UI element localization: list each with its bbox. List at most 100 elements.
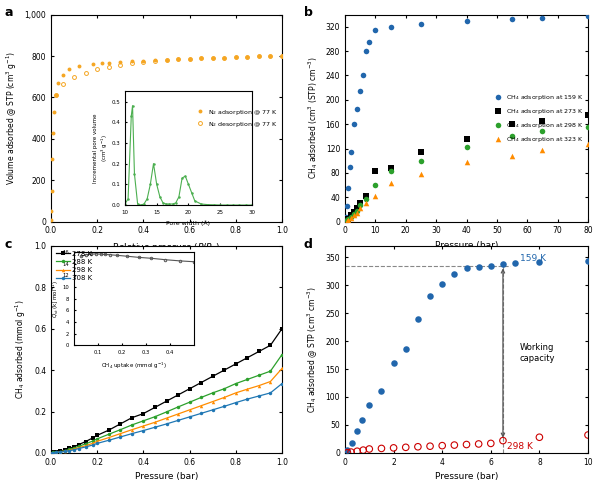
308 K [151, 424, 158, 430]
N$_2$ desorption @ 77 K [59, 81, 66, 87]
Point [449, 270, 459, 278]
288 K [94, 436, 101, 442]
N$_2$ adsorption @ 77 K [98, 60, 106, 66]
308 K [61, 449, 68, 454]
CH$_4$ adsorption at 159 K [507, 16, 517, 23]
308 K [197, 411, 205, 416]
308 K [221, 403, 228, 409]
N$_2$ desorption @ 77 K [82, 70, 89, 75]
N$_2$ adsorption @ 77 K [75, 63, 82, 69]
CH$_4$ adsorption at 159 K [345, 163, 355, 171]
308 K [89, 442, 96, 448]
CH$_4$ adsorption at 159 K [583, 12, 593, 19]
Point [347, 439, 357, 447]
Point [449, 441, 459, 449]
Point [389, 444, 398, 452]
Text: c: c [5, 238, 12, 251]
298 K [56, 449, 64, 455]
CH$_4$ adsorption at 323 K [583, 140, 593, 148]
Point [535, 258, 544, 265]
308 K [105, 437, 112, 443]
Point [462, 441, 472, 449]
278 K [232, 361, 239, 367]
278 K [56, 449, 64, 454]
308 K [175, 417, 182, 423]
288 K [209, 390, 216, 396]
N$_2$ desorption @ 77 K [151, 58, 158, 64]
278 K [49, 450, 56, 456]
278 K [140, 411, 147, 416]
CH$_4$ adsorption at 273 K [361, 192, 371, 200]
298 K [278, 366, 286, 372]
Point [346, 448, 356, 456]
X-axis label: Pressure (bar): Pressure (bar) [435, 472, 498, 481]
298 K [66, 447, 73, 453]
308 K [163, 421, 170, 427]
N$_2$ adsorption @ 77 K [59, 72, 66, 77]
278 K [94, 432, 101, 438]
CH$_4$ adsorption at 323 K [346, 214, 356, 222]
Point [486, 262, 496, 269]
Y-axis label: Volume adsorbed @ STP (cm$^3$ g$^{-1}$): Volume adsorbed @ STP (cm$^3$ g$^{-1}$) [4, 51, 19, 185]
CH$_4$ adsorption at 298 K [355, 201, 365, 208]
308 K [50, 450, 57, 456]
CH$_4$ adsorption at 298 K [416, 157, 426, 165]
Legend: N$_2$ adsorption @ 77 K, N$_2$ desorption @ 77 K: N$_2$ adsorption @ 77 K, N$_2$ desorptio… [193, 106, 279, 130]
CH$_4$ adsorption at 273 K [349, 208, 359, 216]
CH$_4$ adsorption at 273 K [583, 111, 593, 119]
Point [343, 446, 352, 454]
Point [352, 427, 362, 434]
Line: 308 K: 308 K [50, 382, 284, 454]
278 K [52, 449, 59, 455]
N$_2$ desorption @ 77 K [232, 55, 239, 60]
CH$_4$ adsorption at 159 K [355, 87, 365, 94]
288 K [140, 418, 147, 424]
N$_2$ desorption @ 77 K [278, 53, 286, 58]
N$_2$ desorption @ 77 K [221, 55, 228, 60]
Point [474, 440, 484, 448]
Point [377, 445, 386, 452]
298 K [89, 440, 96, 446]
CH$_4$ adsorption at 323 K [355, 205, 365, 212]
Point [474, 263, 484, 271]
298 K [163, 415, 170, 421]
Point [498, 437, 508, 445]
298 K [117, 431, 124, 436]
Point [486, 439, 496, 447]
288 K [75, 443, 82, 449]
308 K [49, 450, 56, 456]
CH$_4$ adsorption at 159 K [349, 120, 359, 128]
CH$_4$ adsorption at 323 K [462, 158, 472, 166]
288 K [128, 422, 136, 428]
CH$_4$ adsorption at 323 K [343, 216, 353, 224]
CH$_4$ adsorption at 298 K [386, 167, 395, 175]
308 K [117, 434, 124, 440]
308 K [128, 431, 136, 436]
N$_2$ desorption @ 77 K [94, 67, 101, 73]
288 K [256, 373, 263, 378]
N$_2$ desorption @ 77 K [244, 54, 251, 60]
Point [583, 431, 593, 439]
CH$_4$ adsorption at 298 K [583, 123, 593, 131]
Line: 298 K: 298 K [50, 367, 284, 454]
CH$_4$ adsorption at 298 K [507, 132, 517, 140]
N$_2$ desorption @ 77 K [197, 56, 205, 61]
N$_2$ adsorption @ 77 K [105, 60, 112, 66]
298 K [71, 446, 78, 452]
Point [425, 442, 435, 450]
298 K [151, 419, 158, 425]
278 K [186, 386, 193, 392]
N$_2$ adsorption @ 77 K [117, 59, 124, 65]
CH$_4$ adsorption at 323 K [416, 170, 426, 178]
Line: N$_2$ adsorption @ 77 K: N$_2$ adsorption @ 77 K [49, 54, 284, 222]
308 K [82, 444, 89, 450]
N$_2$ adsorption @ 77 K [66, 67, 73, 73]
298 K [52, 450, 59, 455]
298 K [232, 390, 239, 396]
288 K [197, 394, 205, 400]
278 K [75, 442, 82, 448]
Point [413, 443, 422, 450]
298 K [267, 378, 274, 384]
N$_2$ adsorption @ 77 K [175, 56, 182, 62]
CH$_4$ adsorption at 159 K [361, 47, 371, 55]
